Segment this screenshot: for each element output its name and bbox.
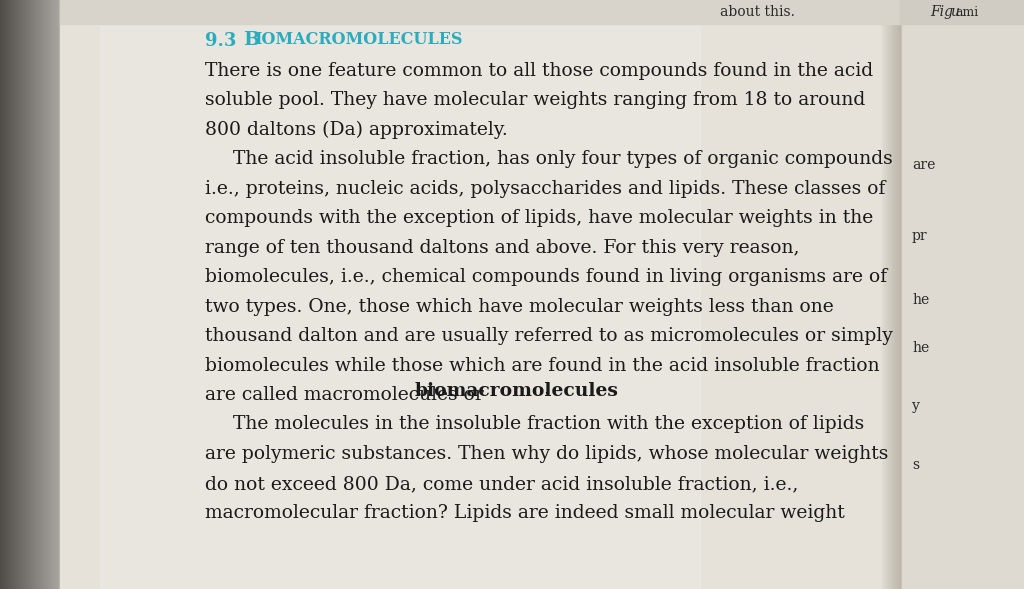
- Text: .: .: [544, 380, 549, 398]
- Text: There is one feature common to all those compounds found in the acid: There is one feature common to all those…: [205, 62, 873, 80]
- Text: Fig: Fig: [930, 5, 953, 19]
- Text: compounds with the exception of lipids, have molecular weights in the: compounds with the exception of lipids, …: [205, 210, 873, 227]
- Bar: [60, 0, 900, 589]
- Text: range of ten thousand daltons and above. For this very reason,: range of ten thousand daltons and above.…: [205, 239, 800, 257]
- Text: IOMACROMOLECULES: IOMACROMOLECULES: [254, 31, 463, 48]
- Text: he: he: [912, 340, 929, 355]
- Text: biomolecules, i.e., chemical compounds found in living organisms are of: biomolecules, i.e., chemical compounds f…: [205, 269, 887, 286]
- Text: soluble pool. They have molecular weights ranging from 18 to around: soluble pool. They have molecular weight…: [205, 91, 865, 110]
- Text: two types. One, those which have molecular weights less than one: two types. One, those which have molecul…: [205, 298, 834, 316]
- Bar: [900, 0, 1024, 589]
- Text: are: are: [912, 158, 935, 172]
- Text: The molecules in the insoluble fraction with the exception of lipids: The molecules in the insoluble fraction …: [233, 415, 864, 434]
- Bar: [60, 0, 900, 24]
- Text: ami: ami: [955, 5, 978, 18]
- Text: biomacromolecules: biomacromolecules: [415, 382, 618, 401]
- Text: u: u: [950, 5, 958, 19]
- Bar: [100, 0, 700, 589]
- Text: 800 daltons (Da) approximately.: 800 daltons (Da) approximately.: [205, 121, 508, 139]
- Text: pr: pr: [912, 229, 928, 243]
- Text: B: B: [243, 31, 260, 49]
- Bar: [900, 0, 1024, 24]
- Text: about this.: about this.: [720, 5, 795, 19]
- Text: y: y: [912, 399, 920, 413]
- Text: thousand dalton and are usually referred to as micromolecules or simply: thousand dalton and are usually referred…: [205, 327, 893, 345]
- Text: are called macromolecules or: are called macromolecules or: [205, 386, 489, 405]
- Text: biomolecules while those which are found in the acid insoluble fraction: biomolecules while those which are found…: [205, 357, 880, 375]
- Text: are polymeric substances. Then why do lipids, whose molecular weights: are polymeric substances. Then why do li…: [205, 445, 889, 464]
- Text: The acid insoluble fraction, has only four types of organic compounds: The acid insoluble fraction, has only fo…: [233, 150, 893, 168]
- Text: 9.3: 9.3: [205, 32, 237, 50]
- Text: do not exceed 800 Da, come under acid insoluble fraction, i.e.,: do not exceed 800 Da, come under acid in…: [205, 475, 799, 493]
- Text: i.e., proteins, nucleic acids, polysaccharides and lipids. These classes of: i.e., proteins, nucleic acids, polysacch…: [205, 180, 886, 198]
- Text: s: s: [912, 458, 920, 472]
- Text: he: he: [912, 293, 929, 307]
- Text: macromolecular fraction? Lipids are indeed small molecular weight: macromolecular fraction? Lipids are inde…: [205, 504, 845, 522]
